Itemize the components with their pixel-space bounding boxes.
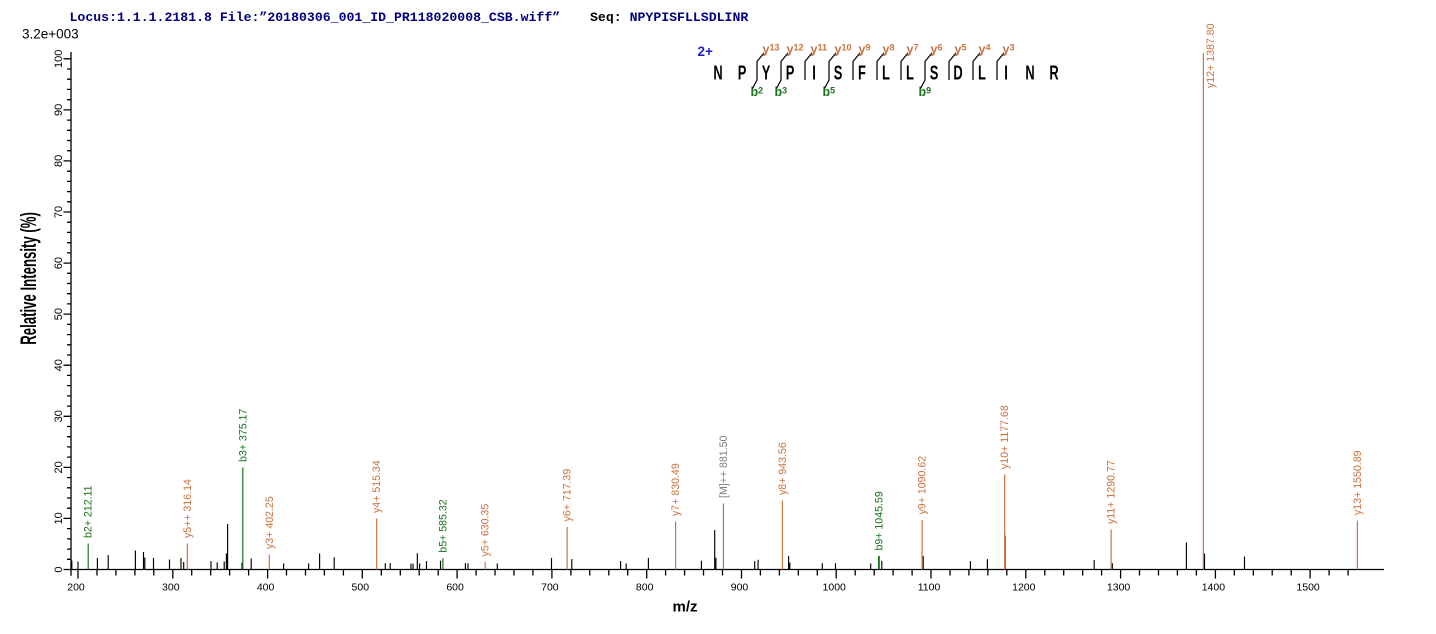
- svg-text:10: 10: [53, 512, 65, 524]
- svg-text:N: N: [1025, 60, 1034, 84]
- svg-text:y5: y5: [955, 43, 967, 57]
- svg-text:30: 30: [53, 410, 65, 422]
- svg-text:y8+ 943.56: y8+ 943.56: [777, 442, 789, 495]
- svg-text:b5+ 585.32: b5+ 585.32: [437, 499, 449, 552]
- svg-text:y6+ 717.39: y6+ 717.39: [562, 469, 574, 522]
- svg-text:P: P: [738, 60, 747, 84]
- svg-text:700: 700: [541, 582, 559, 594]
- svg-text:b3: b3: [775, 85, 788, 99]
- svg-text:D: D: [953, 60, 962, 84]
- svg-text:40: 40: [53, 359, 65, 371]
- svg-text:1200: 1200: [1012, 582, 1036, 594]
- svg-text:3.2e+003: 3.2e+003: [22, 27, 79, 42]
- svg-text:L: L: [906, 60, 914, 84]
- svg-text:2+: 2+: [698, 44, 714, 59]
- svg-text:b2: b2: [751, 85, 764, 99]
- svg-text:Locus:1.1.1.2181.8 File:”20180: Locus:1.1.1.2181.8 File:”20180306_001_ID…: [70, 10, 561, 25]
- svg-text:90: 90: [53, 104, 65, 116]
- svg-text:P: P: [786, 60, 795, 84]
- svg-text:800: 800: [636, 582, 654, 594]
- svg-text:b2+ 212.11: b2+ 212.11: [83, 485, 95, 538]
- svg-text:Y: Y: [762, 60, 771, 84]
- svg-text:y6: y6: [931, 43, 943, 57]
- svg-text:1000: 1000: [823, 582, 847, 594]
- svg-text:y12+ 1387.80: y12+ 1387.80: [1205, 23, 1217, 88]
- svg-text:50: 50: [53, 308, 65, 320]
- svg-text:y13+ 1550.89: y13+ 1550.89: [1352, 450, 1364, 515]
- svg-text:Relative Intensity (%): Relative Intensity (%): [17, 212, 41, 345]
- svg-text:60: 60: [53, 257, 65, 269]
- svg-text:600: 600: [446, 582, 464, 594]
- svg-text:y7: y7: [907, 43, 919, 57]
- svg-text:y9+ 1090.62: y9+ 1090.62: [917, 456, 929, 515]
- svg-text:L: L: [978, 60, 986, 84]
- svg-text:S: S: [834, 60, 843, 84]
- svg-text:I: I: [812, 60, 816, 84]
- svg-text:900: 900: [731, 582, 749, 594]
- svg-text:b5: b5: [823, 85, 836, 99]
- svg-text:y4: y4: [979, 43, 991, 57]
- svg-text:500: 500: [352, 582, 370, 594]
- svg-text:y8: y8: [883, 43, 895, 57]
- svg-text:0: 0: [53, 566, 65, 572]
- svg-text:1400: 1400: [1202, 582, 1226, 594]
- svg-text:400: 400: [257, 582, 275, 594]
- svg-text:y4+ 515.34: y4+ 515.34: [371, 460, 383, 513]
- svg-text:S: S: [930, 60, 939, 84]
- svg-text:m/z: m/z: [672, 599, 697, 616]
- svg-text:300: 300: [162, 582, 180, 594]
- svg-text:y3+ 402.25: y3+ 402.25: [264, 496, 276, 549]
- svg-text:y5+ 630.35: y5+ 630.35: [480, 504, 492, 557]
- svg-text:100: 100: [53, 50, 65, 68]
- svg-text:[M]++ 881.50: [M]++ 881.50: [718, 435, 730, 498]
- svg-text:20: 20: [53, 461, 65, 473]
- svg-text:R: R: [1049, 60, 1059, 84]
- svg-text:b9: b9: [919, 85, 932, 99]
- svg-text:y7+ 830.49: y7+ 830.49: [670, 463, 682, 516]
- svg-text:y5++ 316.14: y5++ 316.14: [182, 479, 194, 538]
- svg-text:70: 70: [53, 206, 65, 218]
- svg-text:1100: 1100: [918, 582, 941, 594]
- svg-text:y10+ 1177.68: y10+ 1177.68: [999, 405, 1011, 469]
- svg-text:200: 200: [67, 582, 85, 594]
- svg-text:b3+ 375.17: b3+ 375.17: [237, 409, 249, 462]
- svg-text:1500: 1500: [1296, 582, 1320, 594]
- svg-text:y3: y3: [1003, 43, 1015, 57]
- svg-text:1300: 1300: [1107, 582, 1131, 594]
- svg-text:I: I: [1004, 60, 1008, 84]
- svg-text:Seq: NPYPISFLLSDLINR: Seq: NPYPISFLLSDLINR: [590, 10, 748, 25]
- svg-text:L: L: [882, 60, 890, 84]
- svg-text:F: F: [858, 60, 866, 84]
- svg-text:80: 80: [53, 155, 65, 167]
- svg-text:N: N: [713, 60, 722, 84]
- svg-text:b9+ 1045.59: b9+ 1045.59: [873, 491, 885, 550]
- svg-text:y9: y9: [859, 43, 871, 57]
- svg-text:y11+ 1290.77: y11+ 1290.77: [1106, 460, 1118, 524]
